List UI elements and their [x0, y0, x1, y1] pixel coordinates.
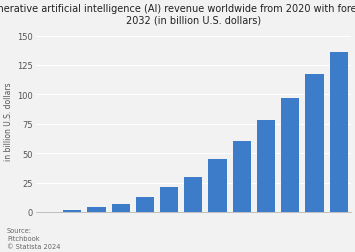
Title: Generative artificial intelligence (AI) revenue worldwide from 2020 with forecas: Generative artificial intelligence (AI) …	[0, 4, 355, 26]
Y-axis label: in billion U.S. dollars: in billion U.S. dollars	[4, 82, 13, 161]
Bar	[257, 121, 275, 212]
Bar	[63, 210, 81, 212]
Bar	[305, 75, 323, 212]
Bar	[160, 187, 178, 212]
Bar	[233, 142, 251, 212]
Bar	[136, 197, 154, 212]
Bar	[330, 53, 348, 212]
Bar	[87, 207, 105, 212]
Bar	[281, 99, 299, 212]
Bar	[111, 204, 130, 212]
Bar	[208, 160, 226, 212]
Text: Source:
Pitchbook
© Statista 2024: Source: Pitchbook © Statista 2024	[7, 228, 61, 249]
Bar	[184, 177, 202, 212]
